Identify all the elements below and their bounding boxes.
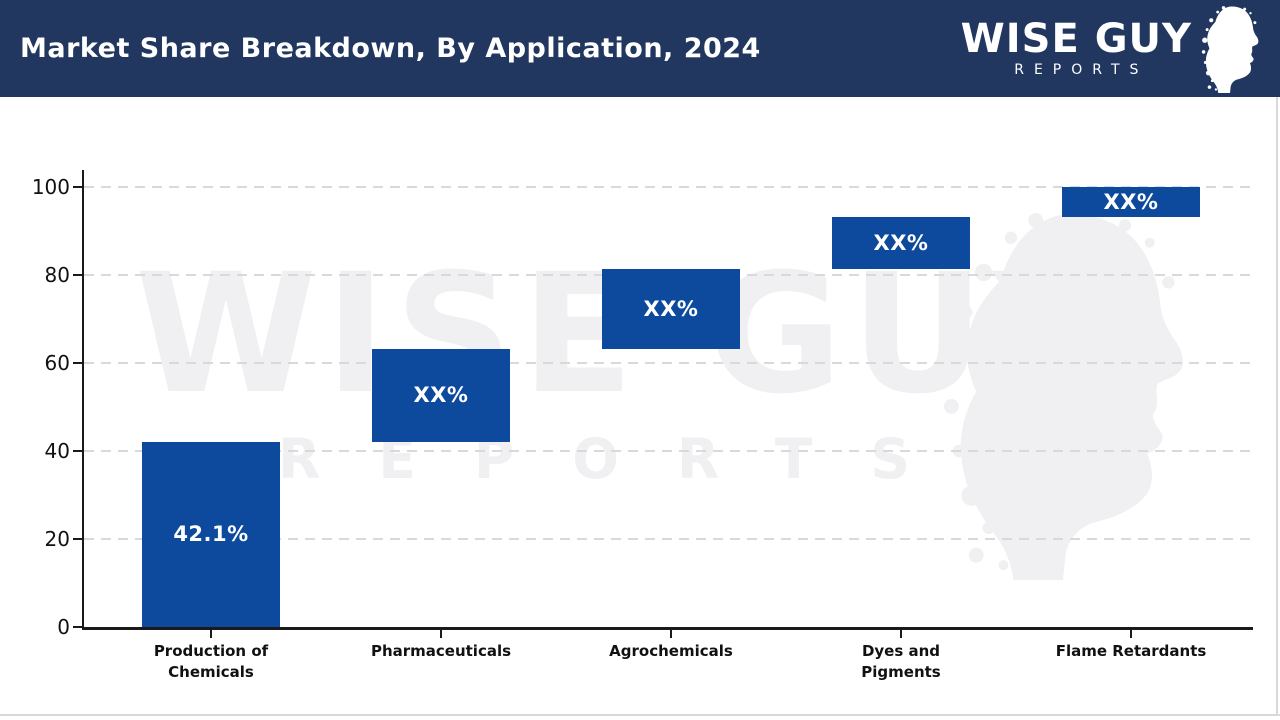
header-bar: Market Share Breakdown, By Application, … — [0, 0, 1280, 97]
bar-value-label: XX% — [643, 296, 699, 321]
y-tick-40 — [73, 450, 82, 452]
bar-agrochemicals[interactable]: XX% — [602, 268, 740, 349]
x-tick-4 — [1130, 630, 1132, 638]
y-tick-label-80: 80 — [44, 263, 70, 287]
wise-guy-logo: WISE GUY REPORTS — [961, 5, 1266, 93]
plot-area: 0 20 40 60 80 100 42.1% Production of Chemicals… — [0, 97, 1280, 720]
y-tick-20 — [73, 538, 82, 540]
bar-value-label: 42.1% — [173, 522, 249, 547]
y-tick-60 — [73, 362, 82, 364]
y-tick-80 — [73, 274, 82, 276]
y-tick-label-60: 60 — [44, 351, 70, 375]
logo-subtitle: REPORTS — [1014, 62, 1149, 78]
x-tick-0 — [210, 630, 212, 638]
right-divider — [1276, 97, 1278, 714]
bar-dyes-and-pigments[interactable]: XX% — [832, 216, 970, 269]
x-axis-line — [82, 627, 1253, 630]
x-category-label: Dyes and Pigments — [861, 642, 941, 681]
x-category-label: Production of Chemicals — [153, 642, 269, 681]
bottom-divider — [0, 714, 1280, 716]
y-tick-label-40: 40 — [44, 439, 70, 463]
x-tick-3 — [900, 630, 902, 638]
gridline-100 — [84, 186, 1253, 188]
x-category-label: Pharmaceuticals — [370, 642, 512, 660]
x-tick-2 — [670, 630, 672, 638]
y-tick-label-100: 100 — [31, 175, 70, 199]
x-category-label: Flame Retardants — [1055, 642, 1207, 660]
bar-production-of-chemicals[interactable]: 42.1% — [142, 441, 280, 627]
logo-text: WISE GUY REPORTS — [961, 19, 1192, 78]
bar-value-label: XX% — [873, 230, 929, 255]
x-tick-1 — [440, 630, 442, 638]
logo-title: WISE GUY — [960, 16, 1192, 62]
y-tick-100 — [73, 186, 82, 188]
gridline-20 — [84, 538, 1253, 540]
y-tick-0 — [73, 626, 82, 628]
gridline-60 — [84, 362, 1253, 364]
bar-flame-retardants[interactable]: XX% — [1062, 187, 1200, 217]
y-tick-label-20: 20 — [44, 527, 70, 551]
bar-value-label: XX% — [413, 383, 469, 408]
gridline-40 — [84, 450, 1253, 452]
y-axis-line — [82, 170, 84, 627]
page-title: Market Share Breakdown, By Application, … — [20, 33, 761, 64]
y-tick-label-0: 0 — [57, 615, 70, 639]
logo-face-icon — [1201, 5, 1259, 93]
bar-pharmaceuticals[interactable]: XX% — [372, 348, 510, 442]
x-category-label: Agrochemicals — [609, 642, 733, 660]
bar-value-label: XX% — [1103, 189, 1159, 214]
